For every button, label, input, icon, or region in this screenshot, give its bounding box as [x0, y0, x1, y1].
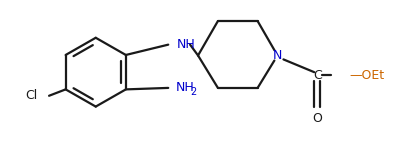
Text: O: O [312, 112, 322, 125]
Text: Cl: Cl [25, 89, 37, 102]
Text: NH: NH [177, 38, 196, 51]
Text: N: N [273, 49, 282, 62]
Text: —OEt: —OEt [349, 69, 384, 82]
Text: NH: NH [176, 81, 195, 94]
Text: C: C [313, 69, 322, 82]
Text: 2: 2 [190, 87, 196, 97]
